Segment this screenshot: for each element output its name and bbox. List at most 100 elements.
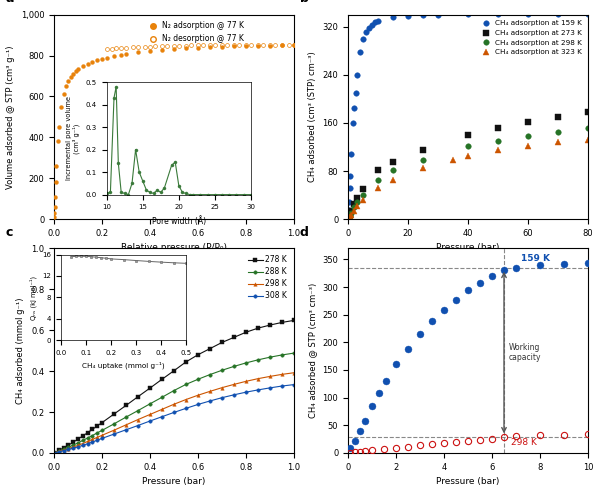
CH₄ adsorption at 298 K: [524, 133, 532, 139]
308 K: [266, 385, 274, 391]
288 K: [146, 401, 154, 407]
CH₄ adsorption at 323 K: [449, 157, 457, 163]
308 K: [79, 442, 86, 448]
CH₄ adsorption at 323 K: [554, 139, 562, 145]
CH₄ adsorption at 298 K: [419, 157, 427, 163]
288 K: [266, 354, 274, 360]
288 K: [158, 394, 166, 400]
308 K: [110, 431, 118, 437]
298 K: [194, 393, 202, 398]
CH₄ adsorption at 298 K: [346, 213, 353, 219]
CH₄ adsorption at 298 K: [359, 192, 367, 198]
Text: 159 K: 159 K: [521, 254, 550, 263]
CH₄ adsorption at 323 K: [464, 153, 472, 159]
CH₄ adsorption at 159 K: [344, 215, 352, 221]
288 K: [65, 444, 72, 450]
288 K: [242, 360, 250, 366]
Line: CH₄ adsorption at 273 K: CH₄ adsorption at 273 K: [346, 109, 591, 221]
278 K: [110, 411, 118, 417]
CH₄ adsorption at 159 K: [346, 185, 353, 191]
288 K: [55, 448, 62, 454]
CH₄ adsorption at 273 K: [346, 213, 353, 219]
298 K: [206, 389, 214, 394]
298 K: [266, 374, 274, 379]
CH₄ adsorption at 159 K: [347, 151, 355, 157]
CH₄ adsorption at 298 K: [350, 204, 358, 210]
CH₄ adsorption at 159 K: [584, 11, 592, 17]
298 K: [122, 422, 130, 428]
Text: a: a: [6, 0, 14, 5]
308 K: [242, 389, 250, 395]
CH₄ adsorption at 159 K: [353, 72, 361, 78]
288 K: [98, 428, 106, 433]
CH₄ adsorption at 159 K: [346, 199, 353, 205]
278 K: [290, 318, 298, 323]
278 K: [122, 403, 130, 409]
308 K: [70, 445, 77, 451]
Text: 298 K: 298 K: [511, 438, 537, 447]
CH₄ adsorption at 159 K: [419, 12, 427, 18]
CH₄ adsorption at 273 K: [494, 125, 502, 131]
298 K: [290, 370, 298, 375]
CH₄ adsorption at 159 K: [352, 90, 359, 96]
CH₄ adsorption at 273 K: [350, 201, 358, 207]
278 K: [242, 329, 250, 335]
278 K: [84, 430, 91, 435]
CH₄ adsorption at 159 K: [434, 12, 442, 18]
278 K: [98, 420, 106, 426]
Legend: 278 K, 288 K, 298 K, 308 K: 278 K, 288 K, 298 K, 308 K: [245, 252, 290, 303]
298 K: [218, 385, 226, 391]
288 K: [94, 430, 101, 436]
298 K: [50, 450, 58, 456]
278 K: [182, 359, 190, 365]
288 K: [79, 437, 86, 443]
CH₄ adsorption at 323 K: [346, 214, 353, 220]
278 K: [266, 322, 274, 328]
CH₄ adsorption at 323 K: [346, 215, 353, 221]
Line: 288 K: 288 K: [52, 351, 296, 455]
308 K: [194, 401, 202, 407]
308 K: [55, 449, 62, 455]
Y-axis label: CH₄ adsorbed @ STP (cm³ cm⁻³): CH₄ adsorbed @ STP (cm³ cm⁻³): [308, 283, 317, 418]
CH₄ adsorption at 323 K: [353, 203, 361, 209]
Text: d: d: [300, 226, 309, 239]
CH₄ adsorption at 273 K: [346, 211, 353, 217]
CH₄ adsorption at 273 K: [374, 167, 382, 173]
CH₄ adsorption at 273 K: [419, 147, 427, 153]
308 K: [74, 444, 82, 450]
CH₄ adsorption at 273 K: [554, 114, 562, 120]
308 K: [89, 439, 96, 445]
288 K: [74, 440, 82, 446]
278 K: [65, 442, 72, 448]
308 K: [218, 395, 226, 401]
CH₄ adsorption at 298 K: [347, 210, 355, 216]
308 K: [278, 383, 286, 389]
308 K: [146, 418, 154, 424]
288 K: [60, 446, 67, 452]
288 K: [194, 376, 202, 382]
CH₄ adsorption at 159 K: [365, 25, 373, 31]
X-axis label: Pressure (bar): Pressure (bar): [436, 244, 500, 252]
Text: Working
capacity: Working capacity: [509, 343, 541, 362]
308 K: [134, 423, 142, 429]
288 K: [84, 435, 91, 441]
X-axis label: Pressure (bar): Pressure (bar): [436, 477, 500, 486]
288 K: [70, 442, 77, 448]
CH₄ adsorption at 323 K: [494, 147, 502, 153]
CH₄ adsorption at 323 K: [359, 197, 367, 203]
288 K: [206, 372, 214, 377]
CH₄ adsorption at 159 K: [464, 11, 472, 17]
298 K: [146, 412, 154, 417]
308 K: [98, 435, 106, 441]
278 K: [55, 448, 62, 453]
278 K: [70, 439, 77, 445]
CH₄ adsorption at 298 K: [353, 199, 361, 205]
298 K: [254, 376, 262, 382]
CH₄ adsorption at 273 K: [584, 109, 592, 115]
288 K: [122, 414, 130, 420]
278 K: [218, 339, 226, 345]
CH₄ adsorption at 298 K: [494, 138, 502, 144]
288 K: [182, 381, 190, 387]
278 K: [89, 427, 96, 432]
Line: CH₄ adsorption at 323 K: CH₄ adsorption at 323 K: [346, 137, 591, 221]
